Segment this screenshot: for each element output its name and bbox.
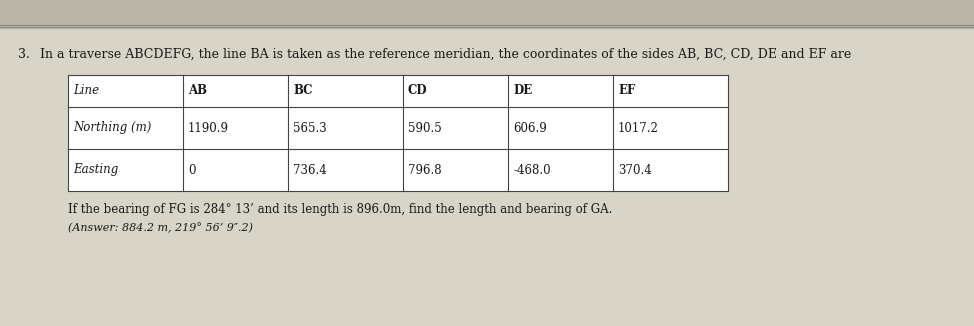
Text: 370.4: 370.4	[618, 164, 652, 176]
Text: Line: Line	[73, 84, 99, 97]
Text: 565.3: 565.3	[293, 122, 326, 135]
Text: AB: AB	[188, 84, 207, 97]
Text: 0: 0	[188, 164, 196, 176]
Text: Easting: Easting	[73, 164, 118, 176]
Text: EF: EF	[618, 84, 635, 97]
Text: (Answer: 884.2 m, 219° 56’ 9″.2): (Answer: 884.2 m, 219° 56’ 9″.2)	[68, 223, 253, 234]
Text: 1190.9: 1190.9	[188, 122, 229, 135]
Text: -468.0: -468.0	[513, 164, 550, 176]
Text: 1017.2: 1017.2	[618, 122, 658, 135]
Text: In a traverse ABCDEFG, the line BA is taken as the reference meridian, the coord: In a traverse ABCDEFG, the line BA is ta…	[40, 48, 851, 61]
Bar	[0, 0, 974, 28]
Text: BC: BC	[293, 84, 313, 97]
Text: DE: DE	[513, 84, 532, 97]
Text: 590.5: 590.5	[408, 122, 442, 135]
Text: 3.: 3.	[18, 48, 30, 61]
Text: CD: CD	[408, 84, 428, 97]
Text: 796.8: 796.8	[408, 164, 441, 176]
Text: If the bearing of FG is 284° 13’ and its length is 896.0m, find the length and b: If the bearing of FG is 284° 13’ and its…	[68, 203, 613, 216]
Text: Northing (m): Northing (m)	[73, 122, 151, 135]
Text: 606.9: 606.9	[513, 122, 546, 135]
Bar	[68, 75, 728, 191]
Text: 736.4: 736.4	[293, 164, 326, 176]
